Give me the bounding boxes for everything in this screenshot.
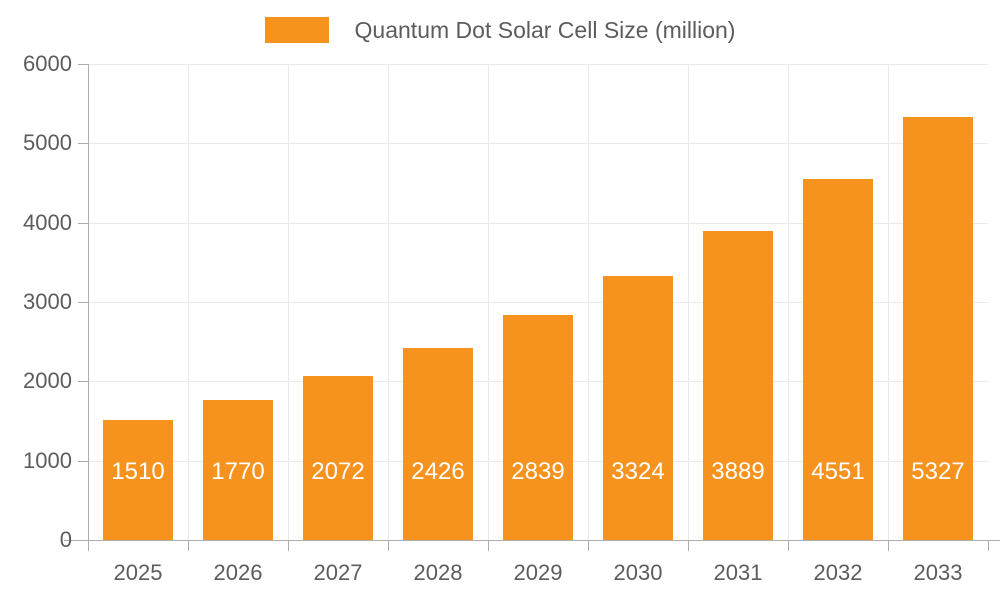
x-tick-label: 2031 xyxy=(713,560,763,585)
chart-legend: Quantum Dot Solar Cell Size (million) xyxy=(0,12,1000,48)
x-tick-mark xyxy=(488,540,489,551)
y-tick-label: 0 xyxy=(59,527,72,552)
y-axis-line xyxy=(88,64,89,540)
x-tick-label: 2033 xyxy=(913,560,963,585)
x-tick-label: 2030 xyxy=(613,560,663,585)
y-tick-label: 4000 xyxy=(23,209,72,235)
gridline-vertical xyxy=(188,64,189,540)
bar-2033[interactable]: 5327 xyxy=(903,117,973,540)
bar-value-label: 5327 xyxy=(911,458,965,485)
bar-value-label: 1770 xyxy=(211,458,265,485)
bar-2028[interactable]: 2426 xyxy=(403,347,473,540)
x-tick-label: 2026 xyxy=(213,560,263,585)
x-tick-mark xyxy=(188,540,189,551)
x-tick-mark xyxy=(588,540,589,551)
y-tick-mark xyxy=(78,460,88,462)
y-tick-label: 5000 xyxy=(23,130,72,156)
bar-value-label: 2426 xyxy=(411,458,465,485)
y-tick-label: 2000 xyxy=(23,368,72,394)
gridline-vertical xyxy=(388,64,389,540)
legend-item-series-1[interactable]: Quantum Dot Solar Cell Size (million) xyxy=(264,16,736,43)
y-tick-label: 1000 xyxy=(23,447,72,473)
x-tick-mark xyxy=(788,540,789,551)
gridline-horizontal xyxy=(88,64,988,65)
bar-value-label: 1510 xyxy=(111,458,165,485)
y-tick-mark xyxy=(78,222,88,224)
gridline-horizontal xyxy=(88,143,988,145)
gridline-vertical xyxy=(688,64,689,540)
x-tick-label: 2028 xyxy=(413,560,463,585)
bar-2031[interactable]: 3889 xyxy=(703,231,773,540)
x-tick-mark xyxy=(988,540,989,551)
y-tick-label: 6000 xyxy=(23,51,72,76)
gridline-vertical xyxy=(588,64,589,540)
bar-2026[interactable]: 1770 xyxy=(203,399,273,540)
gridline-vertical xyxy=(488,64,489,540)
y-tick-mark xyxy=(78,64,88,65)
bar-2032[interactable]: 4551 xyxy=(803,178,873,540)
bar-2029[interactable]: 2839 xyxy=(503,314,573,540)
bar-2025[interactable]: 1510 xyxy=(103,420,173,540)
bar-value-label: 2839 xyxy=(511,458,565,485)
x-tick-mark xyxy=(288,540,289,551)
legend-swatch-icon xyxy=(264,17,329,43)
x-tick-mark xyxy=(88,540,89,551)
x-tick-mark xyxy=(688,540,689,551)
y-tick-mark xyxy=(78,540,88,541)
x-tick-label: 2032 xyxy=(813,560,863,585)
x-tick-mark xyxy=(888,540,889,551)
gridline-vertical xyxy=(288,64,289,540)
x-tick-label: 2027 xyxy=(313,560,363,585)
y-tick-label: 3000 xyxy=(23,289,72,314)
bar-value-label: 3324 xyxy=(611,458,665,485)
y-tick-mark xyxy=(78,381,88,383)
bar-value-label: 4551 xyxy=(811,458,865,485)
bar-2027[interactable]: 2072 xyxy=(303,375,373,540)
bar-value-label: 3889 xyxy=(711,458,765,485)
plot-area: 1510 1770 2072 2426 2839 3324 3889 4551 5327 xyxy=(88,64,988,541)
y-tick-mark xyxy=(78,302,88,303)
x-tick-mark xyxy=(388,540,389,551)
bar-value-label: 2072 xyxy=(311,458,365,485)
x-axis-line xyxy=(64,540,1000,541)
x-tick-label: 2025 xyxy=(113,560,163,585)
bar-2030[interactable]: 3324 xyxy=(603,276,673,540)
y-tick-mark xyxy=(78,143,88,145)
gridline-vertical xyxy=(888,64,889,540)
gridline-vertical xyxy=(788,64,789,540)
x-tick-label: 2029 xyxy=(513,560,563,585)
legend-item-label: Quantum Dot Solar Cell Size (million) xyxy=(354,16,736,43)
